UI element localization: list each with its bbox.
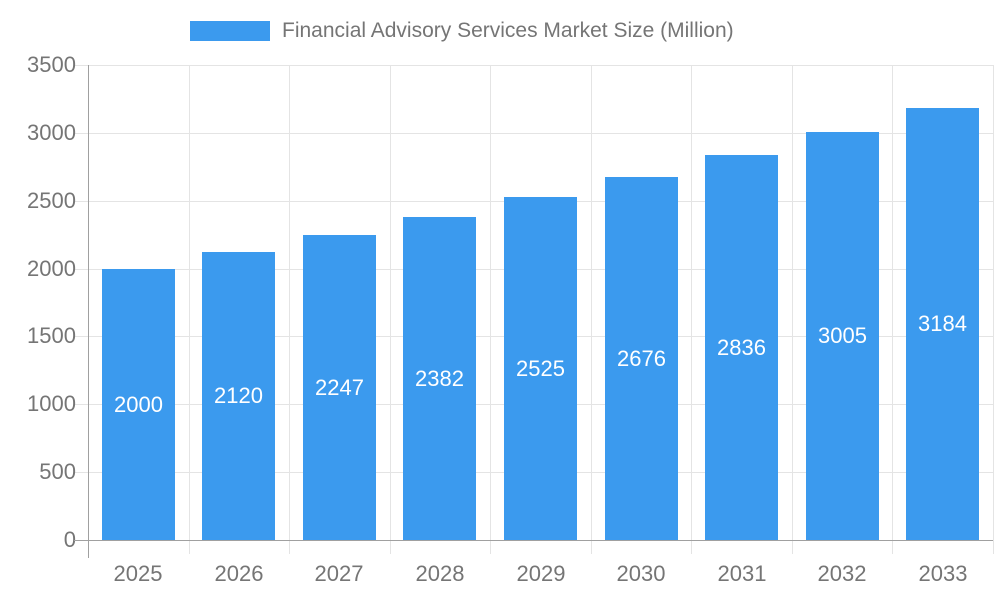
x-axis-tick-label: 2025 xyxy=(113,561,163,586)
bar-value-label: 2382 xyxy=(415,366,464,391)
bar-2027[interactable] xyxy=(303,235,376,540)
bar-2032[interactable] xyxy=(806,132,879,540)
bar-value-label: 3184 xyxy=(918,311,967,336)
bar-value-label: 2120 xyxy=(214,383,263,408)
x-axis-line xyxy=(74,540,993,541)
chart-legend[interactable]: Financial Advisory Services Market Size … xyxy=(190,19,734,42)
x-axis-tick-label: 2033 xyxy=(918,561,968,586)
v-gridline xyxy=(691,65,692,554)
y-axis-tick-label: 3500 xyxy=(27,52,76,77)
v-gridline xyxy=(490,65,491,554)
bar-2031[interactable] xyxy=(705,155,778,540)
x-axis-tick-label: 2031 xyxy=(717,561,767,586)
x-axis-tick-label: 2027 xyxy=(314,561,364,586)
x-axis-tick-label: 2026 xyxy=(214,561,264,586)
v-gridline xyxy=(892,65,893,554)
v-gridline xyxy=(189,65,190,554)
h-gridline xyxy=(74,133,993,134)
y-axis-tick-label: 0 xyxy=(63,527,76,552)
bar-2033[interactable] xyxy=(906,108,979,540)
legend-label: Financial Advisory Services Market Size … xyxy=(282,19,734,42)
bar-2030[interactable] xyxy=(605,177,678,540)
y-axis-tick-label: 2000 xyxy=(27,256,76,281)
v-gridline xyxy=(993,65,994,554)
bar-2025[interactable] xyxy=(102,269,175,540)
x-axis-tick-label: 2028 xyxy=(415,561,465,586)
y-axis-tick-label: 3000 xyxy=(27,120,76,145)
y-axis-tick-label: 500 xyxy=(39,459,76,484)
bar-value-label: 2676 xyxy=(617,346,666,371)
x-axis-tick-label: 2032 xyxy=(817,561,867,586)
y-axis-tick-label: 2500 xyxy=(27,188,76,213)
bar-value-label: 2247 xyxy=(315,375,364,400)
v-gridline xyxy=(289,65,290,554)
v-gridline xyxy=(591,65,592,554)
bar-value-label: 2525 xyxy=(516,356,565,381)
v-gridline xyxy=(390,65,391,554)
bar-2029[interactable] xyxy=(504,197,577,540)
legend-swatch xyxy=(190,21,270,41)
bar-value-label: 2836 xyxy=(717,335,766,360)
bar-2028[interactable] xyxy=(403,217,476,540)
y-axis-line xyxy=(88,65,89,558)
x-axis-tick-label: 2030 xyxy=(616,561,666,586)
h-gridline xyxy=(74,65,993,66)
bar-2026[interactable] xyxy=(202,252,275,540)
y-axis-tick-label: 1000 xyxy=(27,391,76,416)
bar-value-label: 2000 xyxy=(114,392,163,417)
v-gridline xyxy=(792,65,793,554)
x-axis-tick-label: 2029 xyxy=(516,561,566,586)
y-axis-tick-label: 1500 xyxy=(27,323,76,348)
bar-value-label: 3005 xyxy=(818,323,867,348)
